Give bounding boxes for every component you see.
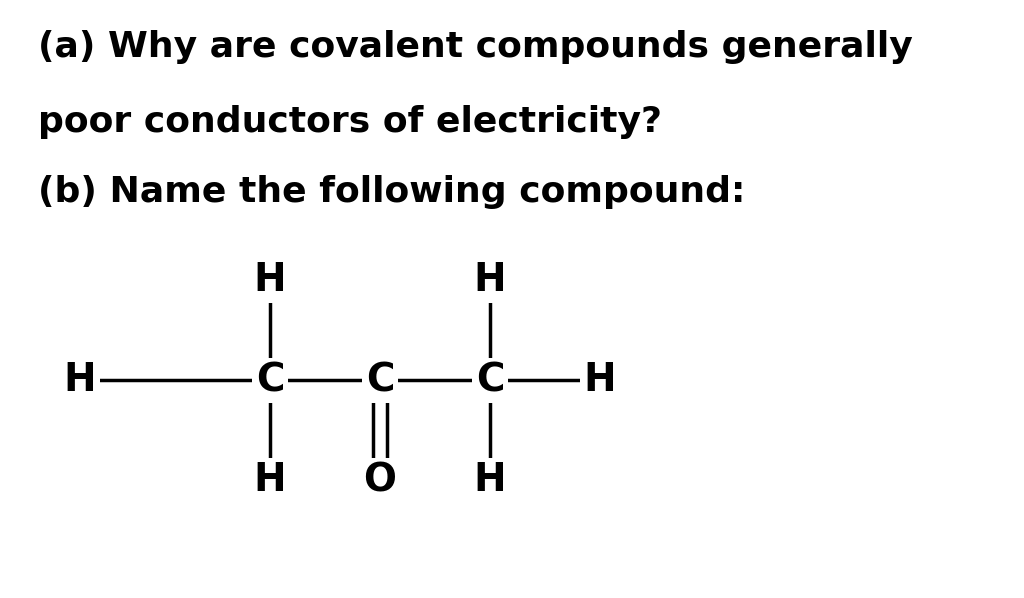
Text: poor conductors of electricity?: poor conductors of electricity? [38, 105, 662, 139]
Text: H: H [63, 361, 96, 399]
Text: H: H [474, 261, 506, 299]
Text: H: H [254, 261, 287, 299]
Text: C: C [476, 361, 504, 399]
Text: (b) Name the following compound:: (b) Name the following compound: [38, 175, 745, 209]
Text: (a) Why are covalent compounds generally: (a) Why are covalent compounds generally [38, 30, 912, 64]
Text: C: C [366, 361, 394, 399]
Text: H: H [474, 461, 506, 499]
Text: H: H [254, 461, 287, 499]
Text: H: H [584, 361, 616, 399]
Text: O: O [364, 461, 396, 499]
Text: C: C [256, 361, 285, 399]
